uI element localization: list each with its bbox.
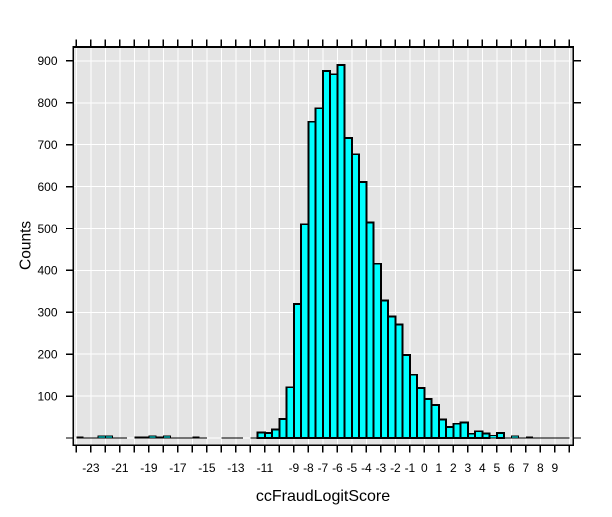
- svg-text:3: 3: [465, 461, 472, 475]
- svg-text:0: 0: [421, 461, 428, 475]
- svg-text:-9: -9: [289, 461, 300, 475]
- svg-text:6: 6: [508, 461, 515, 475]
- svg-text:4: 4: [479, 461, 486, 475]
- svg-text:ccFraudLogitScore: ccFraudLogitScore: [256, 488, 390, 505]
- svg-text:-5: -5: [347, 461, 358, 475]
- svg-text:-4: -4: [361, 461, 372, 475]
- svg-text:-19: -19: [140, 461, 158, 475]
- svg-text:-15: -15: [198, 461, 216, 475]
- svg-text:900: 900: [37, 54, 57, 68]
- svg-text:8: 8: [537, 461, 544, 475]
- svg-text:-2: -2: [390, 461, 401, 475]
- svg-text:-13: -13: [227, 461, 245, 475]
- svg-text:400: 400: [37, 264, 57, 278]
- svg-text:Counts: Counts: [18, 221, 35, 270]
- svg-text:200: 200: [37, 348, 57, 362]
- svg-text:800: 800: [37, 96, 57, 110]
- svg-text:1: 1: [436, 461, 443, 475]
- svg-text:-6: -6: [332, 461, 343, 475]
- svg-text:-3: -3: [376, 461, 387, 475]
- svg-text:-21: -21: [111, 461, 129, 475]
- svg-text:-23: -23: [82, 461, 100, 475]
- svg-text:500: 500: [37, 222, 57, 236]
- svg-text:2: 2: [450, 461, 457, 475]
- svg-text:-8: -8: [303, 461, 314, 475]
- svg-text:700: 700: [37, 138, 57, 152]
- svg-text:-7: -7: [318, 461, 329, 475]
- svg-text:-1: -1: [405, 461, 416, 475]
- svg-text:600: 600: [37, 180, 57, 194]
- svg-text:5: 5: [494, 461, 501, 475]
- svg-text:9: 9: [552, 461, 559, 475]
- svg-text:300: 300: [37, 306, 57, 320]
- svg-text:100: 100: [37, 389, 57, 403]
- svg-text:-17: -17: [169, 461, 187, 475]
- svg-text:7: 7: [523, 461, 530, 475]
- svg-text:-11: -11: [257, 461, 274, 475]
